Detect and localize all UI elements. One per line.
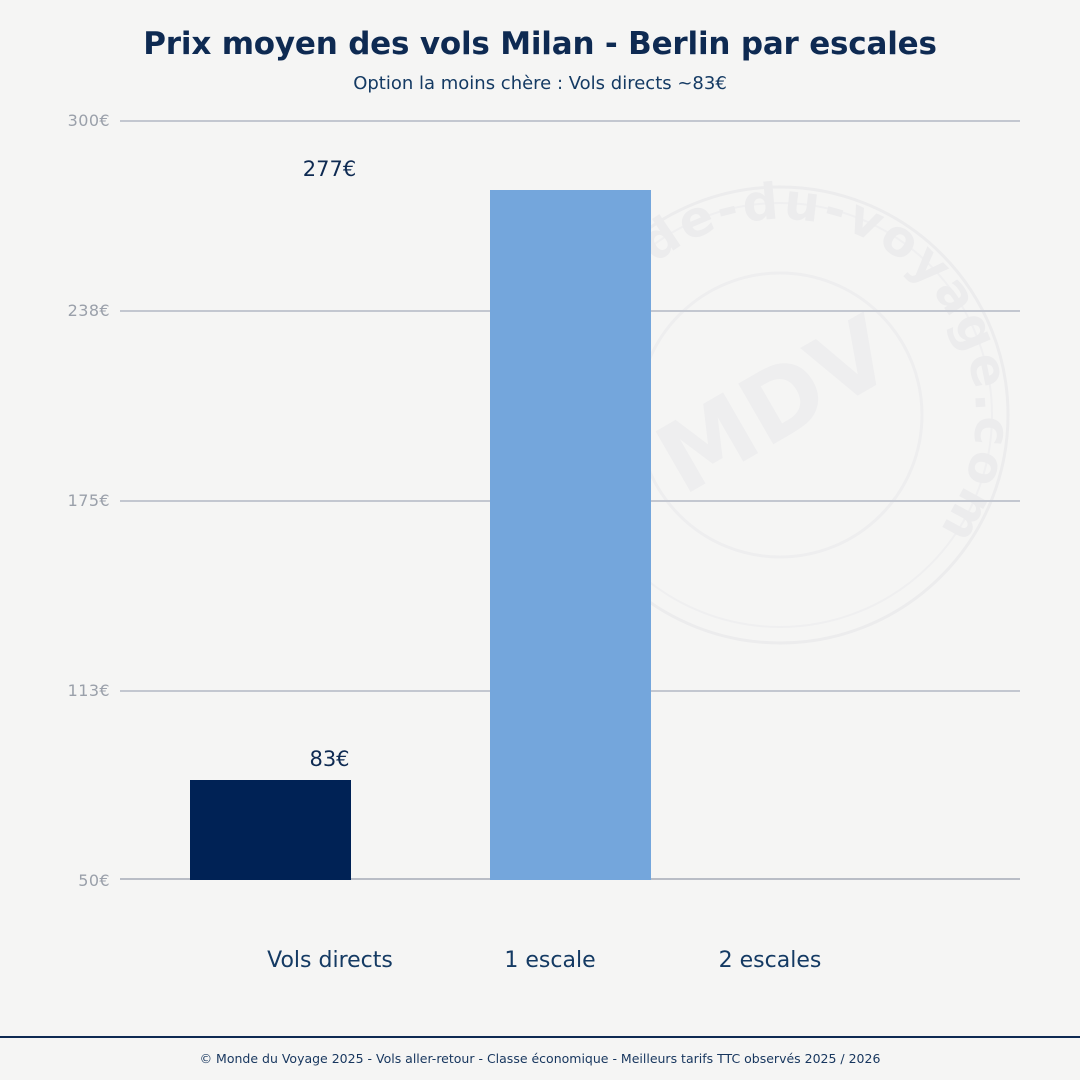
- gridline-300: [120, 120, 1020, 122]
- category-label-2-escales: 2 escales: [718, 948, 822, 973]
- bar-value-1-escale: 277€: [302, 157, 357, 181]
- y-tick-label-50: 50€: [78, 871, 110, 890]
- bar-1-escale[interactable]: [489, 189, 651, 880]
- category-label-1-escale: 1 escale: [504, 948, 596, 973]
- chart-subtitle: Option la moins chère : Vols directs ~83…: [353, 73, 727, 94]
- y-tick-label-113: 113€: [67, 681, 110, 700]
- footer-text: © Monde du Voyage 2025 - Vols aller-reto…: [199, 1051, 881, 1066]
- y-tick-label-238: 238€: [67, 301, 110, 320]
- chart-title: Prix moyen des vols Milan - Berlin par e…: [143, 26, 937, 62]
- footer-divider: [0, 1036, 1080, 1038]
- y-tick-label-175: 175€: [67, 491, 110, 510]
- category-label-vols-directs: Vols directs: [267, 948, 393, 973]
- bar-vols-directs[interactable]: [189, 779, 351, 880]
- bar-value-vols-directs: 83€: [309, 747, 350, 771]
- y-tick-label-300: 300€: [67, 111, 110, 130]
